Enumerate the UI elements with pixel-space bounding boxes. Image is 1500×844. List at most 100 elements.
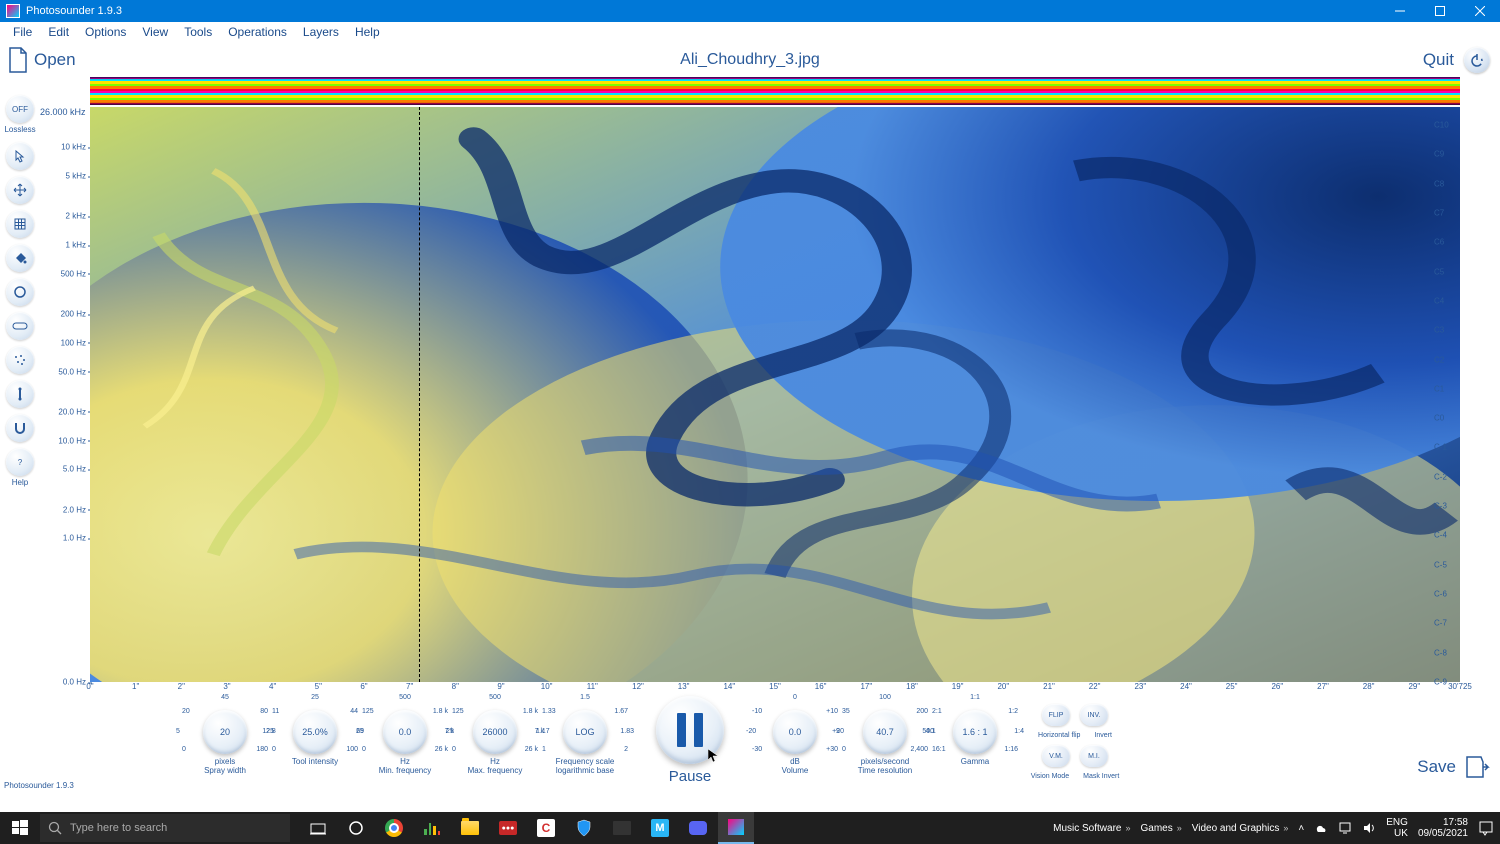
playhead[interactable]	[419, 107, 420, 682]
maximize-button[interactable]	[1420, 0, 1460, 22]
app-explorer[interactable]	[452, 812, 488, 844]
group-music[interactable]: Music Software»	[1053, 823, 1130, 834]
task-view-button[interactable]	[300, 812, 336, 844]
volume-icon[interactable]	[1362, 821, 1376, 835]
group-video[interactable]: Video and Graphics»	[1192, 823, 1289, 834]
menu-view[interactable]: View	[135, 23, 175, 41]
app-equalizer[interactable]	[414, 812, 450, 844]
left-toolbar: OFFLossless?Help	[4, 95, 36, 489]
knob-volume-dial[interactable]: 0.0	[773, 710, 817, 754]
time-tick: 12"	[632, 682, 644, 691]
overview-strip[interactable]	[90, 77, 1460, 105]
freq-tick: 10 kHz	[61, 143, 86, 152]
start-button[interactable]	[0, 812, 40, 844]
tool-noise[interactable]	[6, 346, 34, 374]
invert-toggle[interactable]: INV.	[1080, 704, 1108, 726]
tool-move[interactable]	[6, 176, 34, 204]
freq-tick: 20.0 Hz	[58, 407, 86, 416]
time-tick: 1"	[132, 682, 139, 691]
tool-magnet[interactable]	[6, 414, 34, 442]
app-shield[interactable]	[566, 812, 602, 844]
close-button[interactable]	[1460, 0, 1500, 22]
knob-tick: 500	[489, 694, 501, 701]
knob-spray-dial[interactable]: 20	[203, 710, 247, 754]
tool-off[interactable]: OFF	[6, 95, 34, 123]
time-tick: 11"	[587, 682, 598, 691]
menu-options[interactable]: Options	[78, 23, 133, 41]
chrome-icon	[385, 819, 403, 837]
tray-expand[interactable]: ˄	[1298, 823, 1304, 834]
app-chrome[interactable]	[376, 812, 412, 844]
flip-toggle[interactable]: FLIP	[1042, 704, 1070, 726]
freq-tick: 2.0 Hz	[63, 505, 86, 514]
tool-pointer[interactable]	[6, 142, 34, 170]
cortana-button[interactable]	[338, 812, 374, 844]
knob-tick: 0	[362, 746, 366, 753]
play-pause-button[interactable]	[656, 696, 724, 764]
knob-max-freq-label: HzMax. frequency	[450, 758, 540, 776]
menu-layers[interactable]: Layers	[296, 23, 346, 41]
app-m[interactable]: M	[642, 812, 678, 844]
time-tick: 0"	[86, 682, 93, 691]
taskbar-lang[interactable]: ENG UK	[1386, 817, 1408, 839]
knob-tick: 16:1	[932, 746, 946, 753]
time-tick: 25"	[1226, 682, 1238, 691]
network-icon[interactable]	[1338, 821, 1352, 835]
knob-tick: 4:1	[926, 728, 936, 735]
note-tick: C1	[1434, 384, 1444, 393]
menu-file[interactable]: File	[6, 23, 39, 41]
group-games[interactable]: Games»	[1141, 823, 1182, 834]
app-photosounder[interactable]	[718, 812, 754, 844]
knob-tick: 1.33	[542, 708, 556, 715]
notifications-icon[interactable]	[1478, 820, 1494, 836]
tool-circle[interactable]	[6, 278, 34, 306]
knob-max-freq-dial[interactable]: 26000	[473, 710, 517, 754]
app-red[interactable]: ●●●	[490, 812, 526, 844]
knob-tick: 26 k	[525, 746, 538, 753]
menu-operations[interactable]: Operations	[221, 23, 294, 41]
window-title: Photosounder 1.9.3	[26, 5, 1380, 17]
quit-label[interactable]: Quit	[1423, 50, 1454, 70]
knob-min-freq-dial[interactable]: 0.0	[383, 710, 427, 754]
knob-tool-intensity-dial[interactable]: 25.0%	[293, 710, 337, 754]
taskbar-search[interactable]: Type here to search	[40, 814, 290, 842]
knob-tick: 1.5	[580, 694, 590, 701]
knob-volume-label: dBVolume	[750, 758, 840, 776]
knob-tick: 20	[182, 708, 190, 715]
quit-button[interactable]	[1464, 47, 1490, 73]
tool-line[interactable]	[6, 380, 34, 408]
tool-grid[interactable]	[6, 210, 34, 238]
knob-freq-scale: LOG1.331.51.671.171.8312Frequency scalel…	[540, 694, 630, 786]
app-dark[interactable]	[604, 812, 640, 844]
note-tick: C-8	[1434, 648, 1447, 657]
note-tick: C9	[1434, 150, 1444, 159]
app-c[interactable]: C	[528, 812, 564, 844]
tool-erase[interactable]	[6, 312, 34, 340]
taskbar-clock[interactable]: 17:58 09/05/2021	[1418, 817, 1468, 839]
knob-tick: 1	[542, 746, 546, 753]
time-tick: 26"	[1271, 682, 1283, 691]
menu-tools[interactable]: Tools	[177, 23, 219, 41]
vision-mode-toggle[interactable]: V.M.	[1042, 745, 1070, 767]
save-button[interactable]: Save	[1417, 754, 1490, 780]
knob-tick: 9	[836, 728, 840, 735]
menu-bar: FileEditOptionsViewToolsOperationsLayers…	[0, 22, 1500, 42]
menu-edit[interactable]: Edit	[41, 23, 76, 41]
knob-tick: 1:4	[1014, 728, 1024, 735]
app-discord[interactable]	[680, 812, 716, 844]
tool-help-label: Help	[12, 478, 28, 487]
note-tick: C7	[1434, 208, 1444, 217]
spectrogram-canvas[interactable]	[90, 107, 1460, 682]
bars-icon	[424, 821, 440, 835]
tool-fill[interactable]	[6, 244, 34, 272]
mask-invert-toggle[interactable]: M.I.	[1080, 745, 1108, 767]
knob-time-res-dial[interactable]: 40.7	[863, 710, 907, 754]
minimize-button[interactable]	[1380, 0, 1420, 22]
tool-help[interactable]: ?	[6, 448, 34, 476]
note-tick: C-6	[1434, 590, 1447, 599]
knob-freq-scale-dial[interactable]: LOG	[563, 710, 607, 754]
open-button[interactable]: Open	[8, 47, 76, 73]
knob-gamma-dial[interactable]: 1.6 : 1	[953, 710, 997, 754]
onedrive-icon[interactable]	[1314, 821, 1328, 835]
menu-help[interactable]: Help	[348, 23, 387, 41]
